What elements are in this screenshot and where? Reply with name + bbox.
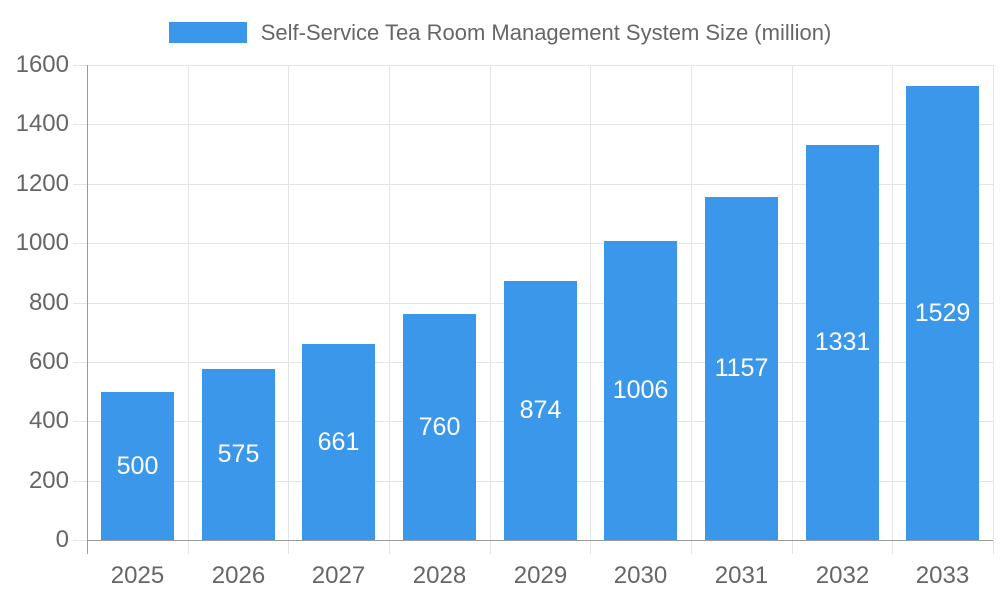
gridline-vertical [892,65,893,540]
bar-2033[interactable]: 1529 [906,86,979,540]
legend-label: Self-Service Tea Room Management System … [260,19,832,45]
bar-2027[interactable]: 661 [302,344,375,540]
bar-value-label: 1006 [612,376,669,404]
x-axis-tick-mark [993,540,994,554]
x-tick-label-2025: 2025 [110,562,165,589]
gridline-vertical [691,65,692,540]
y-tick-label: 400 [28,407,69,434]
x-tick-label-2032: 2032 [815,562,870,589]
gridline-vertical [590,65,591,540]
y-tick-label: 800 [28,289,69,316]
bar-value-label: 575 [217,440,260,468]
bar-2030[interactable]: 1006 [604,241,677,540]
x-tick-label-2029: 2029 [513,562,568,589]
x-tick-label-2030: 2030 [613,562,668,589]
x-axis-tick-mark [188,540,189,554]
y-axis-tick-mark [73,65,87,66]
y-axis-tick-mark [73,243,87,244]
x-axis-tick-mark [892,540,893,554]
gridline-horizontal [87,65,993,66]
x-axis-tick-mark [490,540,491,554]
y-tick-label: 1400 [15,110,69,137]
y-tick-label: 1200 [15,170,69,197]
y-tick-label: 1000 [15,229,69,256]
x-tick-label-2027: 2027 [311,562,366,589]
gridline-vertical [188,65,189,540]
y-axis-tick-mark [73,481,87,482]
bar-value-label: 500 [116,451,159,480]
x-axis-tick-mark [792,540,793,554]
y-axis-tick-mark [73,124,87,125]
legend-swatch [168,22,247,43]
gridline-vertical [288,65,289,540]
gridline-horizontal [87,243,993,244]
gridline-horizontal [87,184,993,185]
y-tick-label: 1600 [15,51,69,78]
gridline-vertical [993,65,994,540]
x-axis-line [87,540,993,541]
y-axis-tick-mark [73,184,87,185]
x-tick-label-2033: 2033 [915,562,970,589]
bar-2028[interactable]: 760 [403,314,476,540]
x-axis-tick-mark [389,540,390,554]
x-axis-tick-mark [288,540,289,554]
x-tick-label-2028: 2028 [412,562,467,589]
bar-value-label: 760 [418,412,461,441]
bar-2029[interactable]: 874 [504,281,577,540]
bar-value-label: 874 [519,396,562,424]
bar-value-label: 1529 [914,298,971,327]
bar-2032[interactable]: 1331 [806,145,879,540]
y-tick-label: 200 [28,467,69,494]
x-tick-label-2026: 2026 [211,562,266,589]
y-tick-label: 600 [28,348,69,375]
bar-value-label: 1331 [814,328,871,356]
bar-value-label: 1157 [714,354,769,382]
y-axis-tick-mark [73,421,87,422]
x-tick-label-2031: 2031 [714,562,769,589]
bar-2026[interactable]: 575 [202,369,275,540]
bar-value-label: 661 [317,427,360,456]
y-tick-label: 0 [55,526,69,553]
legend-item[interactable]: Self-Service Tea Room Management System … [0,20,1000,45]
gridline-vertical [792,65,793,540]
gridline-horizontal [87,124,993,125]
y-axis-tick-mark [73,362,87,363]
x-axis-tick-mark [691,540,692,554]
gridline-vertical [490,65,491,540]
gridline-vertical [389,65,390,540]
y-axis-tick-mark [73,303,87,304]
y-axis-line [87,65,88,554]
x-axis-tick-mark [590,540,591,554]
bar-2025[interactable]: 500 [101,392,174,540]
y-axis-tick-mark [73,540,87,541]
bar-2031[interactable]: 1157 [705,197,778,540]
